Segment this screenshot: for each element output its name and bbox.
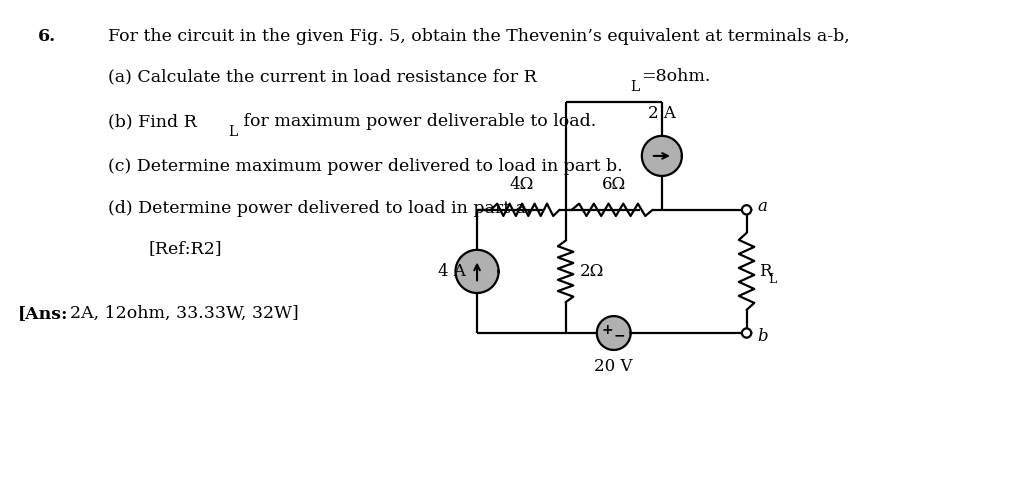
Text: L: L: [630, 80, 639, 94]
Text: L: L: [228, 125, 238, 139]
Text: 20 V: 20 V: [595, 358, 633, 375]
Text: (c) Determine maximum power delivered to load in part b.: (c) Determine maximum power delivered to…: [108, 158, 623, 175]
Text: b: b: [758, 327, 768, 345]
Text: 2A, 12ohm, 33.33W, 32W]: 2A, 12ohm, 33.33W, 32W]: [70, 305, 299, 322]
Text: For the circuit in the given Fig. 5, obtain the Thevenin’s equivalent at termina: For the circuit in the given Fig. 5, obt…: [108, 28, 850, 45]
Text: −: −: [613, 328, 626, 343]
Text: [Ref:R2]: [Ref:R2]: [148, 240, 221, 257]
Polygon shape: [597, 316, 631, 350]
Text: 6.: 6.: [38, 28, 56, 45]
Text: 6Ω: 6Ω: [602, 176, 626, 193]
Text: [Ans:: [Ans:: [18, 305, 69, 322]
Text: R: R: [759, 263, 771, 280]
Text: (b) Find R: (b) Find R: [108, 113, 197, 130]
Text: 4 A: 4 A: [438, 263, 466, 280]
Text: (d) Determine power delivered to load in part a.: (d) Determine power delivered to load in…: [108, 200, 531, 217]
Text: +: +: [602, 324, 613, 337]
Text: 2 A: 2 A: [648, 105, 676, 122]
Text: a: a: [758, 198, 767, 215]
Text: =8ohm.: =8ohm.: [641, 68, 711, 85]
Polygon shape: [456, 250, 499, 293]
Text: 2Ω: 2Ω: [580, 263, 604, 280]
Polygon shape: [642, 136, 682, 176]
Polygon shape: [742, 328, 752, 337]
Text: L: L: [768, 272, 776, 286]
Text: 4Ω: 4Ω: [509, 176, 534, 193]
Polygon shape: [742, 205, 752, 215]
Text: for maximum power deliverable to load.: for maximum power deliverable to load.: [238, 113, 596, 130]
Text: (a) Calculate the current in load resistance for R: (a) Calculate the current in load resist…: [108, 68, 537, 85]
